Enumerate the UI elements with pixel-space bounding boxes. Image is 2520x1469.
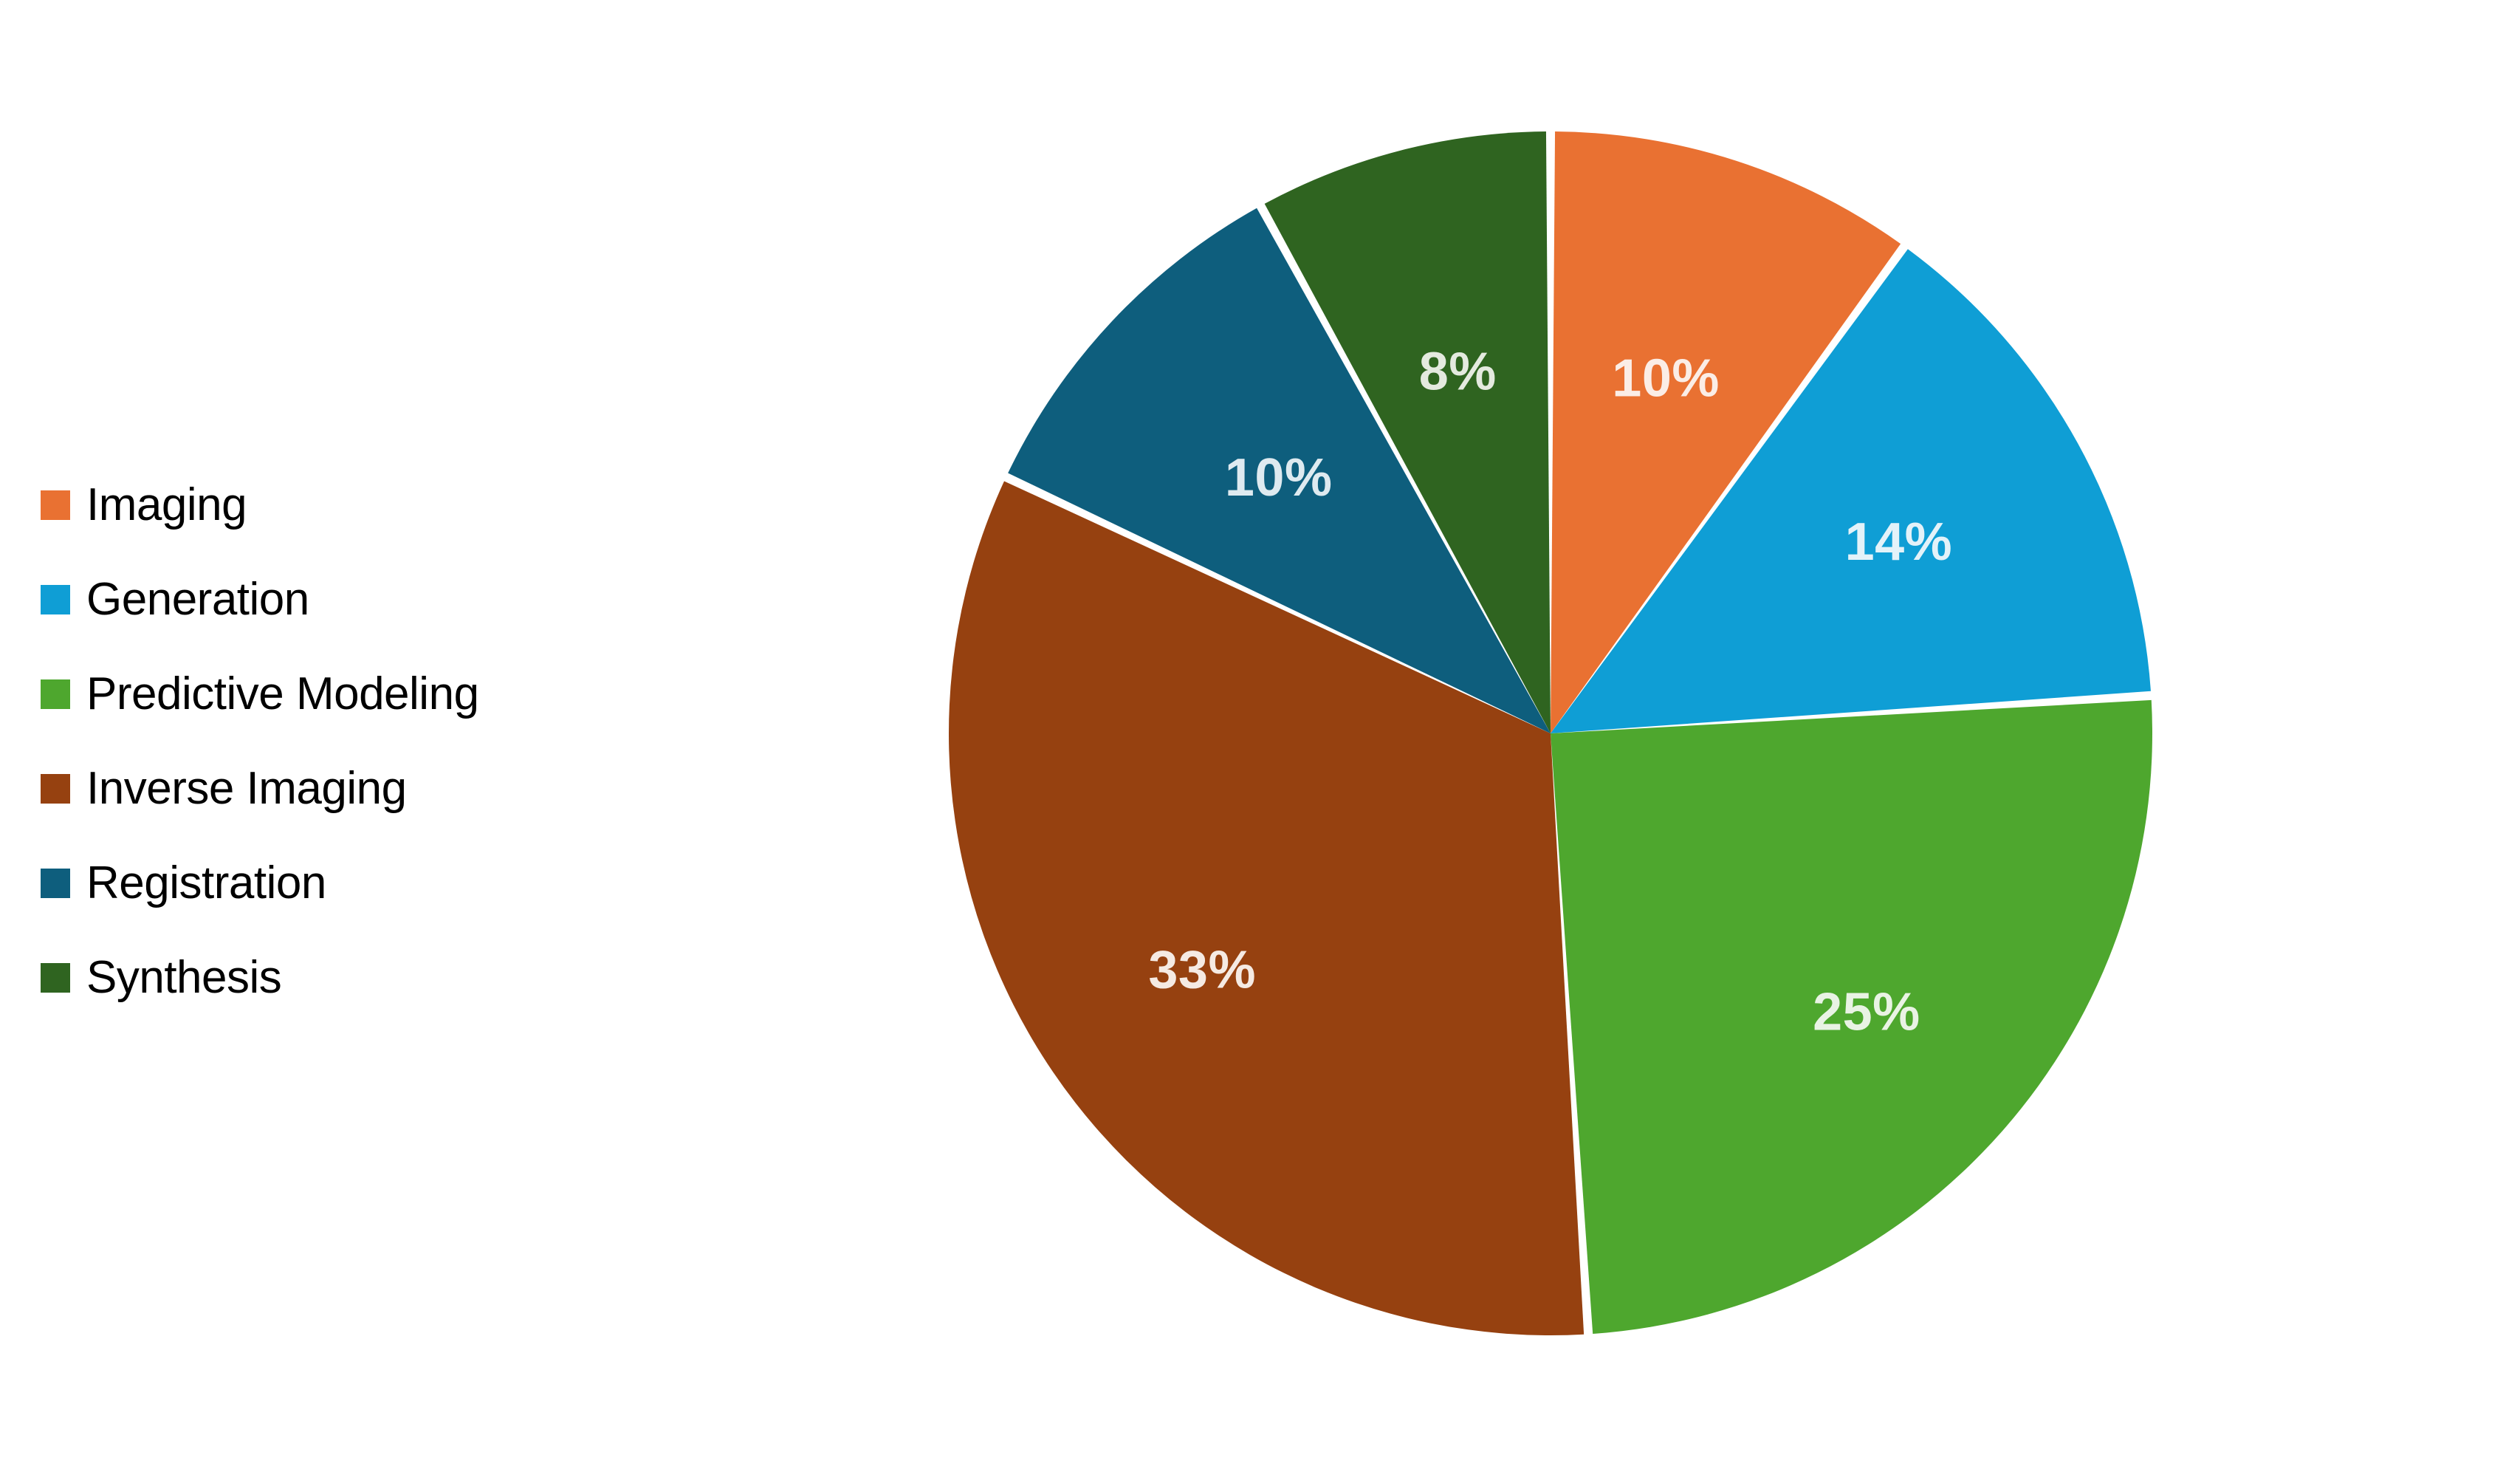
pie-slice-value-label: 10% — [1225, 448, 1333, 507]
pie-slice[interactable] — [1551, 249, 2151, 734]
pie-slice[interactable] — [1551, 699, 2153, 1334]
pie-slice-value-label: 33% — [1148, 941, 1256, 1000]
legend-item-label: Inverse Imaging — [86, 763, 407, 814]
legend-item-label: Registration — [86, 857, 326, 908]
pie-slice-value-label: 10% — [1612, 349, 1720, 408]
legend-swatch-icon — [41, 869, 70, 898]
legend-item[interactable]: Inverse Imaging — [41, 742, 705, 836]
pie-slice[interactable] — [948, 481, 1585, 1336]
pie-slice-value-label: 25% — [1813, 982, 1920, 1041]
pie-slice-value-label: 8% — [1419, 343, 1497, 402]
legend-swatch-icon — [41, 490, 70, 520]
pie-slice-group — [948, 131, 2153, 1336]
legend-item[interactable]: Registration — [41, 836, 705, 931]
legend-item-label: Imaging — [86, 479, 247, 530]
legend-item-label: Predictive Modeling — [86, 668, 479, 719]
legend-item[interactable]: Imaging — [41, 458, 705, 552]
legend-item[interactable]: Synthesis — [41, 931, 705, 1025]
legend-swatch-icon — [41, 585, 70, 614]
pie-slice[interactable] — [1551, 131, 1901, 733]
pie-slice-value-label: 14% — [1845, 513, 1953, 572]
legend-item-label: Generation — [86, 574, 309, 625]
legend-item[interactable]: Predictive Modeling — [41, 647, 705, 742]
chart-legend: Imaging Generation Predictive Modeling Inve… — [41, 458, 705, 1025]
legend-swatch-icon — [41, 774, 70, 804]
pie-slice[interactable] — [1008, 208, 1551, 733]
pie-label-group: 10% 14% 25% 33% 10% 8% — [1148, 343, 1953, 1042]
legend-item-label: Synthesis — [86, 952, 282, 1003]
legend-item[interactable]: Generation — [41, 552, 705, 647]
legend-swatch-icon — [41, 679, 70, 709]
pie-slice[interactable] — [1264, 131, 1551, 733]
legend-swatch-icon — [41, 963, 70, 993]
